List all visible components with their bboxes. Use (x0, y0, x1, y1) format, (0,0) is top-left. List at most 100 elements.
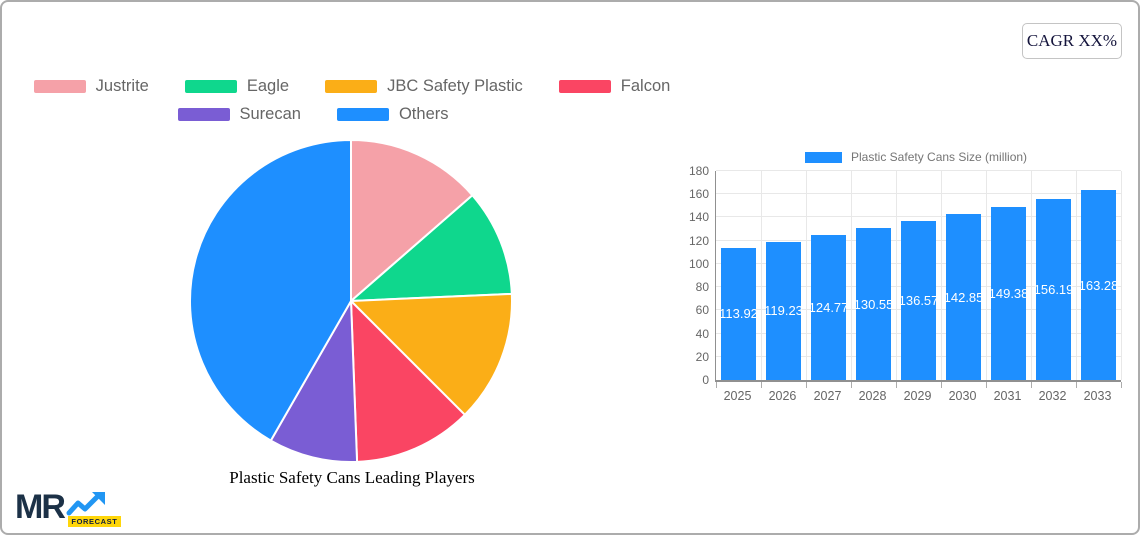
bar-legend-label: Plastic Safety Cans Size (million) (851, 150, 1028, 164)
pie-slice-justrite (350, 139, 474, 302)
mr-forecast-logo: MR FORECAST (15, 490, 121, 527)
legend-label-falcon: Falcon (620, 77, 671, 95)
legend-swatch-justrite (33, 80, 86, 93)
bar-value-label: 142.85 (943, 289, 984, 305)
y-tick-label: 180 (688, 164, 709, 178)
x-tick-label-2031: 2031 (993, 389, 1022, 403)
legend-label-justrite: Justrite (95, 77, 149, 95)
bar-2031: 149.38 (988, 206, 1029, 380)
bar-2030: 142.85 (943, 214, 984, 380)
x-tickmark (985, 382, 987, 388)
v-gridline (806, 171, 807, 380)
bar-value-label: 119.23 (764, 303, 803, 319)
bar-value-label: 124.77 (808, 300, 849, 316)
y-tick-label: 40 (695, 326, 709, 341)
cagr-badge-label: CAGR XX% (1026, 31, 1118, 50)
legend-swatch-eagle (184, 80, 237, 93)
y-tick-label: 120 (688, 233, 709, 248)
x-tickmark (1076, 382, 1077, 388)
h-gridline (716, 216, 1121, 218)
x-tick-label-2030: 2030 (948, 389, 977, 403)
pie-slice-falcon (350, 300, 466, 463)
bar-value-label: 113.92 (719, 306, 758, 322)
bar-2026: 119.23 (764, 241, 803, 380)
y-tick-label: 100 (688, 256, 709, 271)
pie-slice-eagle (350, 194, 513, 302)
v-gridline (1121, 171, 1122, 380)
bar-column-2025: 113.92 (716, 171, 761, 380)
bar-column-2029: 136.57 (896, 171, 941, 380)
cagr-badge: CAGR XX% (1022, 23, 1122, 59)
logo-art: FORECAST (66, 491, 121, 527)
y-tick-label: 160 (688, 187, 709, 202)
y-tick-label: 140 (688, 210, 709, 225)
legend-item-others[interactable]: Others (336, 105, 449, 124)
pie-title: Plastic Safety Cans Leading Players (229, 468, 475, 487)
bar-value-label: 163.28 (1078, 277, 1119, 293)
legend-item-eagle[interactable]: Eagle (184, 77, 289, 96)
pie-legend-row-1: Justrite Eagle JBC Safety Plastic Falcon (2, 77, 702, 96)
bar-yaxis-labels: 0 20 40 60 80 100 120 140 160 180 (657, 165, 709, 386)
x-tickmark (941, 382, 942, 388)
bar-2028: 130.55 (853, 228, 894, 380)
v-gridline (941, 171, 942, 380)
bar-2025: 113.92 (719, 247, 758, 380)
pie-legend-row-2: Surecan Others (2, 105, 663, 124)
x-tick-label-2026: 2026 (768, 389, 797, 403)
bar-value-label: 136.57 (898, 293, 939, 309)
bar-2033: 163.28 (1078, 190, 1119, 380)
pie-slice-surecan (269, 300, 359, 463)
x-tick-label-2025: 2025 (723, 389, 752, 403)
x-tickmark (761, 382, 762, 388)
v-gridline (1031, 171, 1032, 380)
h-gridline (716, 170, 1121, 171)
legend-item-jbc-safety-plastic[interactable]: JBC Safety Plastic (325, 77, 523, 96)
bar-plot-area: 113.92 119.23 124.77 130.55 136.57 142.85 149.… (715, 170, 1122, 388)
bar-column-2033: 163.28 (1076, 171, 1121, 380)
legend-swatch-surecan (177, 108, 230, 121)
legend-swatch-others (336, 108, 389, 121)
v-gridline (850, 171, 852, 380)
bar-column-2028: 130.55 (851, 171, 896, 380)
bars: 113.92 119.23 124.77 130.55 136.57 142.85 149.… (716, 171, 1121, 380)
bar-value-label: 149.38 (988, 285, 1029, 301)
legend-label-surecan: Surecan (239, 105, 301, 123)
pie-slice-jbc-safety-plastic (350, 292, 513, 416)
y-tick-label: 20 (695, 349, 709, 364)
logo-tagline: FORECAST (67, 516, 121, 527)
pie-chart (188, 139, 513, 463)
bar-legend-item[interactable]: Plastic Safety Cans Size (million) (805, 150, 1027, 164)
v-gridline (896, 171, 897, 380)
y-tick-label: 60 (695, 303, 709, 318)
bar-2032: 156.19 (1034, 198, 1073, 380)
bar-2027: 124.77 (808, 235, 849, 380)
x-tickmark (850, 382, 852, 388)
bar-xaxis-labels: 2025 2026 2027 2028 2029 2030 2031 2032 2033 (715, 389, 1120, 405)
trend-arrow-icon (66, 492, 105, 516)
x-tick-label-2028: 2028 (858, 389, 887, 403)
x-tickmark (1031, 382, 1032, 388)
y-tick-label: 0 (702, 373, 709, 387)
v-gridline (761, 171, 762, 380)
v-gridline (1076, 171, 1077, 380)
bar-column-2026: 119.23 (761, 171, 806, 380)
legend-item-surecan[interactable]: Surecan (177, 105, 301, 124)
bar-column-2030: 142.85 (941, 171, 986, 380)
legend-item-justrite[interactable]: Justrite (33, 77, 149, 96)
legend-label-others: Others (398, 105, 449, 123)
y-tick-label: 80 (695, 280, 709, 295)
pie-slice-others (188, 139, 352, 442)
legend-swatch-jbc-safety-plastic (325, 80, 378, 93)
x-tickmark (806, 382, 807, 388)
bar-value-label: 130.55 (853, 296, 894, 312)
x-tick-label-2029: 2029 (903, 389, 932, 403)
x-tickmark (1121, 382, 1122, 388)
x-tick-label-2032: 2032 (1038, 389, 1067, 403)
legend-item-falcon[interactable]: Falcon (558, 77, 671, 96)
v-gridline (985, 171, 987, 380)
legend-swatch-falcon (558, 80, 611, 93)
x-tickmark (716, 382, 717, 388)
bar-2029: 136.57 (898, 221, 939, 380)
h-gridline (716, 193, 1121, 195)
